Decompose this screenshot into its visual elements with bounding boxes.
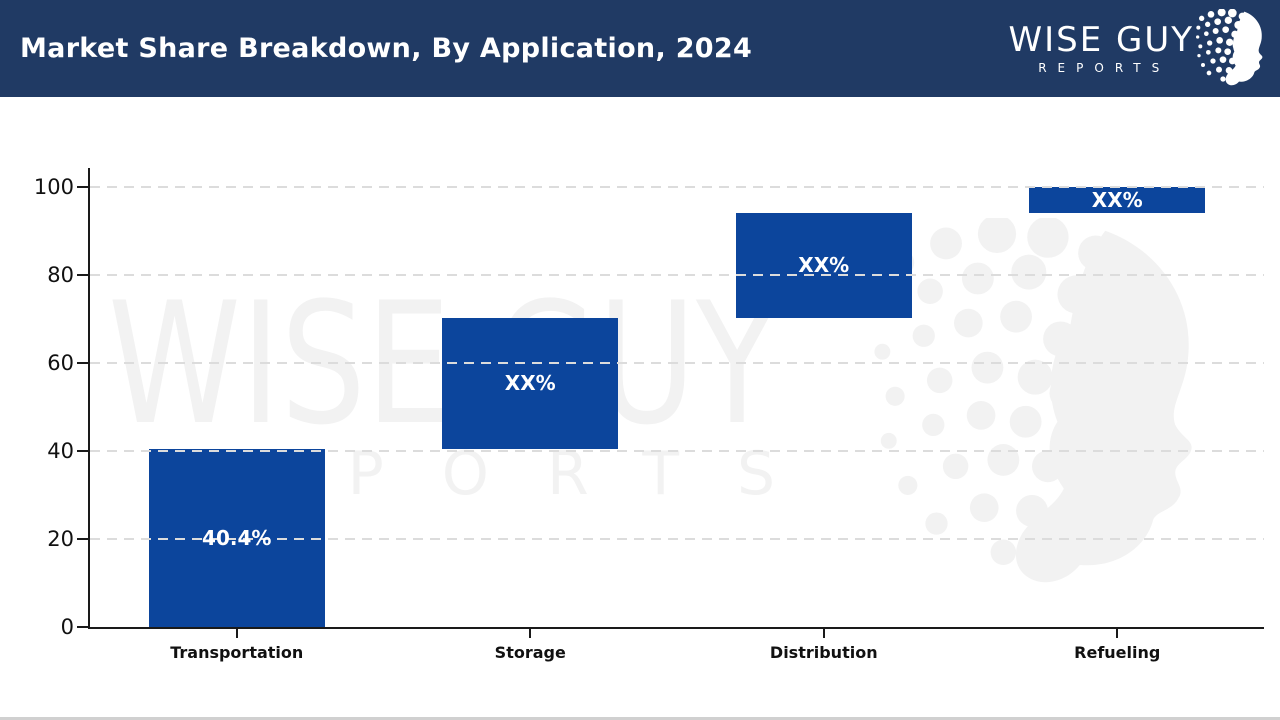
bar-value-label-transportation: 40.4% — [202, 526, 272, 551]
y-tick-label-0: 0 — [60, 615, 74, 639]
bar-refueling — [1029, 187, 1206, 213]
wise-guy-logo: WISE GUY REPORTS — [1008, 9, 1266, 89]
logo-brand-sub: REPORTS — [1038, 61, 1171, 75]
header: Market Share Breakdown, By Application, … — [0, 0, 1280, 97]
bar-distribution — [735, 212, 912, 318]
bar-storage — [442, 317, 619, 450]
x-axis-label-refueling: Refueling — [1074, 643, 1161, 662]
y-tick-0 — [77, 626, 88, 628]
chart-title: Market Share Breakdown, By Application, … — [20, 33, 753, 64]
bar-value-label-distribution: XX% — [798, 253, 850, 278]
y-tick-100 — [77, 186, 88, 188]
logo-face-icon — [1192, 9, 1266, 89]
x-axis-label-distribution: Distribution — [769, 643, 878, 662]
bar-value-label-refueling: XX% — [1091, 187, 1143, 212]
y-tick-20 — [77, 538, 88, 540]
logo-text: WISE GUY REPORTS — [1008, 23, 1194, 74]
y-tick-40 — [77, 450, 88, 452]
bottom-border — [0, 717, 1280, 720]
plot-area: 0 20 40 60 80 100 40.4% Transportation XX% Storag… — [34, 168, 1264, 662]
y-tick-80 — [77, 274, 88, 276]
x-axis-label-storage: Storage — [494, 643, 566, 662]
y-tick-label-100: 100 — [33, 175, 74, 199]
y-tick-label-80: 80 — [47, 263, 74, 287]
logo-brand-name: WISE GUY — [1008, 20, 1194, 60]
x-tick-distribution — [822, 627, 825, 638]
y-tick-label-60: 60 — [47, 351, 74, 375]
y-tick-60 — [77, 362, 88, 364]
y-tick-label-20: 20 — [47, 527, 74, 551]
x-tick-refueling — [1116, 627, 1119, 638]
x-tick-transportation — [235, 627, 238, 638]
y-tick-label-40: 40 — [47, 439, 74, 463]
bar-value-label-storage: XX% — [504, 371, 556, 396]
gridline-60 — [90, 362, 1264, 364]
x-tick-storage — [529, 627, 532, 638]
gridline-80 — [90, 274, 1264, 276]
x-axis-label-transportation: Transportation — [170, 643, 304, 662]
